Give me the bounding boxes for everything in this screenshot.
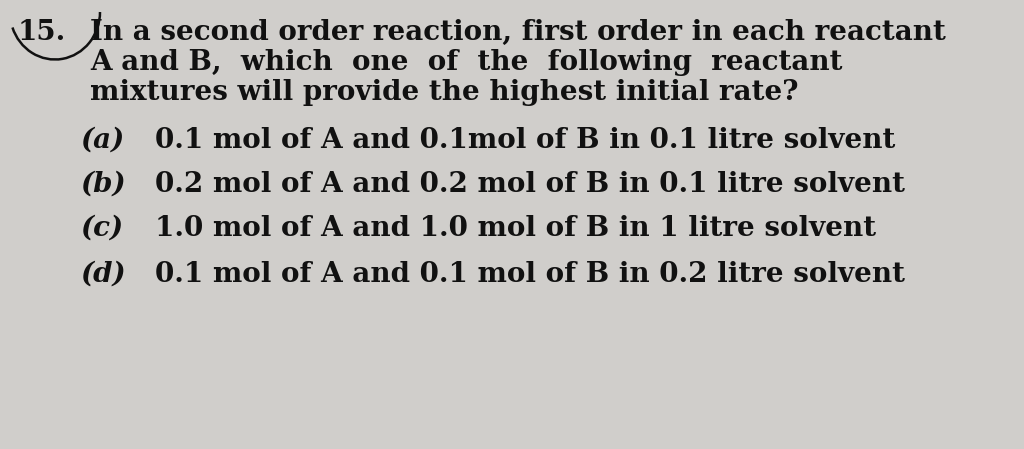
Text: A and B,  which  one  of  the  following  reactant: A and B, which one of the following reac… <box>90 49 843 76</box>
Text: (b): (b) <box>80 171 126 198</box>
Text: 1.0 mol of A and 1.0 mol of B in 1 litre solvent: 1.0 mol of A and 1.0 mol of B in 1 litre… <box>155 215 877 242</box>
Text: 0.2 mol of A and 0.2 mol of B in 0.1 litre solvent: 0.2 mol of A and 0.2 mol of B in 0.1 lit… <box>155 171 905 198</box>
Text: 0.1 mol of A and 0.1 mol of B in 0.2 litre solvent: 0.1 mol of A and 0.1 mol of B in 0.2 lit… <box>155 261 905 288</box>
Text: In a second order reaction, first order in each reactant: In a second order reaction, first order … <box>90 19 946 46</box>
Text: (a): (a) <box>80 127 124 154</box>
Text: (c): (c) <box>80 215 123 242</box>
Text: 0.1 mol of A and 0.1mol of B in 0.1 litre solvent: 0.1 mol of A and 0.1mol of B in 0.1 litr… <box>155 127 895 154</box>
Text: 15.: 15. <box>18 19 67 46</box>
Text: (d): (d) <box>80 261 126 288</box>
Text: mixtures will provide the highest initial rate?: mixtures will provide the highest initia… <box>90 79 799 106</box>
